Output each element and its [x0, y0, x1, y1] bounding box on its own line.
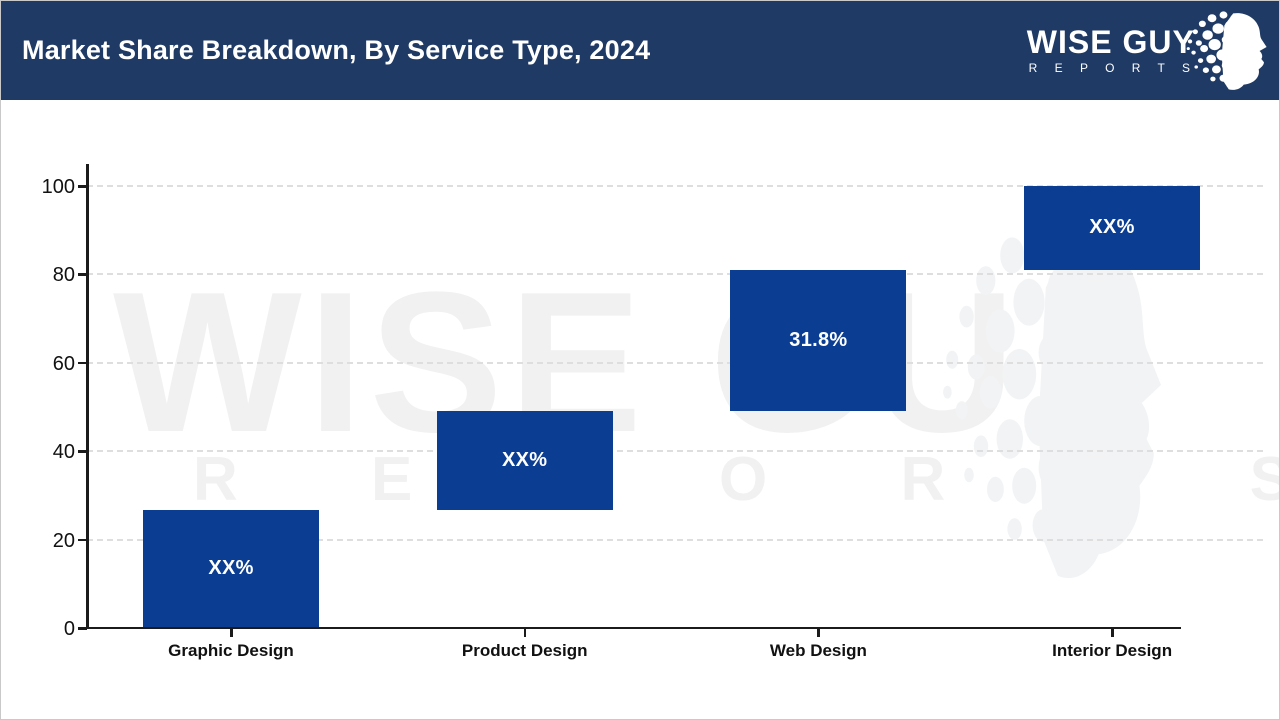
y-tick-label: 20: [52, 529, 75, 552]
y-tick-label: 80: [52, 264, 75, 287]
gridline-20: [87, 538, 1263, 541]
y-tick: [78, 185, 87, 188]
x-category-label: Interior Design: [1052, 641, 1173, 660]
gridline-100: [87, 185, 1263, 187]
dotted-head-icon: [1186, 10, 1267, 90]
gridline-80: [87, 273, 1263, 276]
y-tick-label: 60: [52, 352, 75, 375]
bar-web-design: 31.8%: [730, 269, 907, 411]
gridline-40: [87, 450, 1263, 453]
logo-wordmark: WISE GUY: [1026, 24, 1195, 60]
y-tick: [78, 450, 87, 453]
header-band: Market Share Breakdown, By Service Type,…: [1, 1, 1279, 100]
wise-guy-reports-logo: WISE GUY R E P O R T S: [1025, 10, 1271, 91]
gridline-60: [87, 361, 1263, 364]
y-tick-label: 0: [63, 618, 75, 640]
bar-interior-design: XX%: [1024, 186, 1201, 270]
bar-value-label: XX%: [502, 448, 548, 471]
bar-value-label: 31.8%: [789, 328, 848, 351]
bar-value-label: XX%: [1089, 216, 1135, 239]
y-tick-label: 40: [52, 441, 75, 464]
x-tick: [230, 629, 233, 637]
page-title: Market Share Breakdown, By Service Type,…: [22, 35, 651, 65]
y-tick: [78, 538, 87, 542]
y-tick: [78, 361, 87, 365]
x-axis-spine: [86, 626, 1181, 629]
x-tick: [817, 629, 820, 637]
bar-value-label: XX%: [208, 557, 254, 580]
x-tick: [1111, 629, 1114, 637]
y-tick: [78, 273, 87, 276]
bar-product-design: XX%: [436, 410, 613, 510]
y-axis-spine: [86, 164, 89, 629]
x-category-label: Graphic Design: [168, 641, 294, 660]
bar-graphic-design: XX%: [143, 509, 319, 628]
y-tick-label: 100: [41, 176, 75, 198]
x-category-label: Web Design: [769, 641, 867, 660]
x-tick: [523, 629, 527, 637]
watermark-head-icon: [943, 224, 1161, 579]
logo-text: WISE GUY R E P O R T S: [1025, 26, 1197, 75]
y-tick: [78, 627, 87, 630]
x-category-label: Product Design: [461, 641, 588, 660]
logo-subtitle: R E P O R T S: [1028, 61, 1197, 75]
